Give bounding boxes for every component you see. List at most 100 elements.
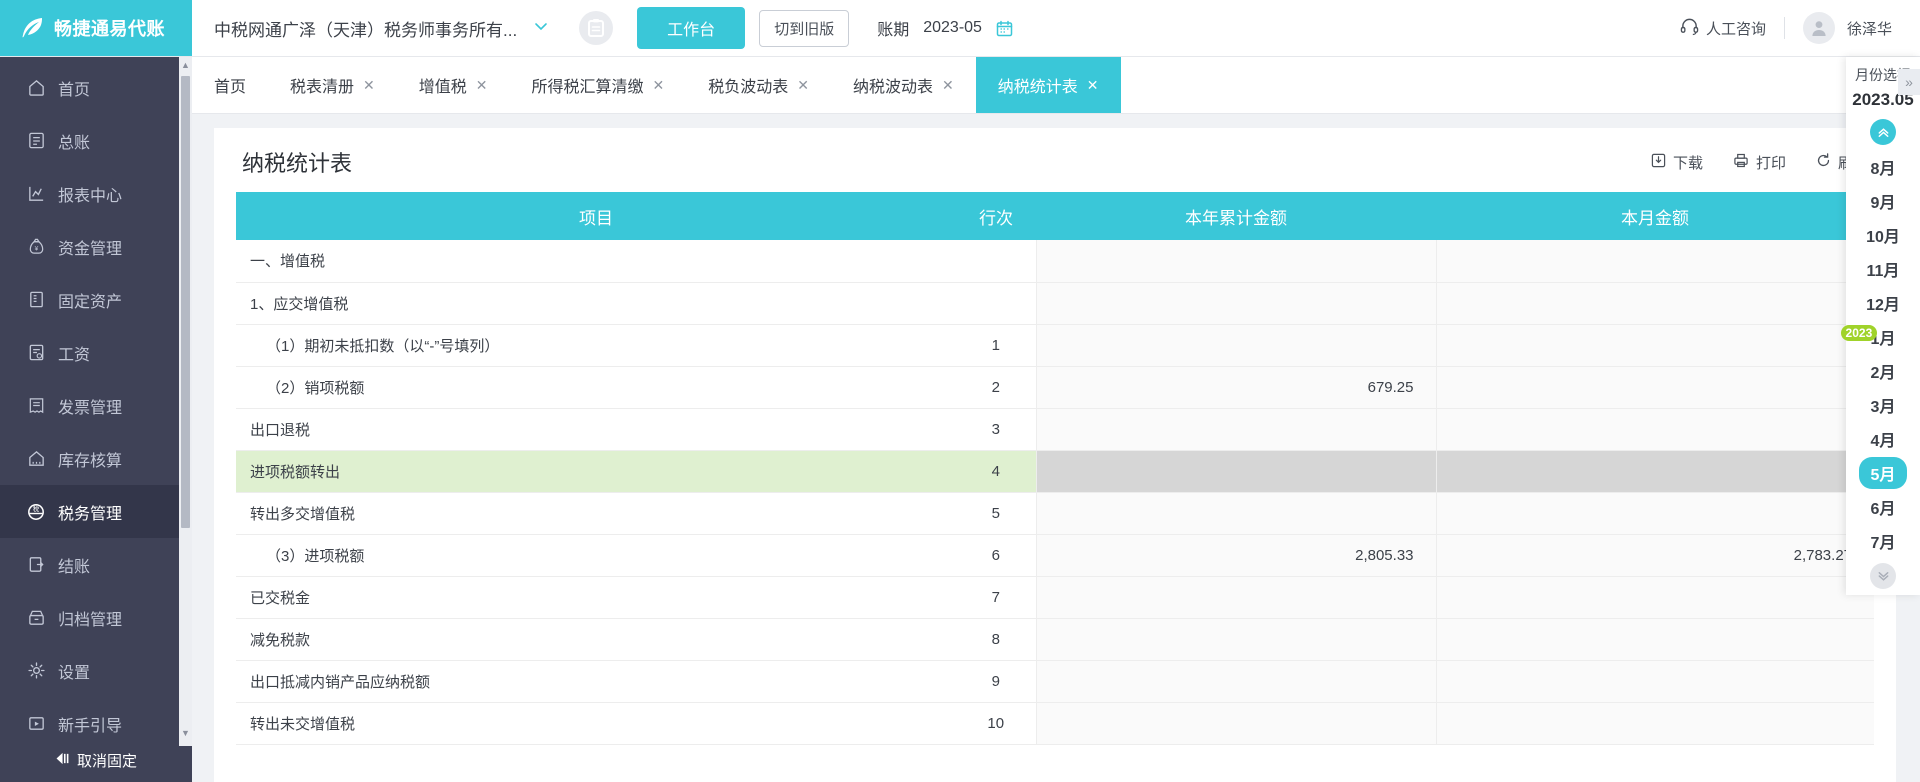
- cell-item: （3）进项税额: [236, 534, 956, 577]
- table-row[interactable]: 1、应交增值税: [236, 282, 1874, 325]
- cell-ytd: [1035, 240, 1436, 283]
- money-bag-icon: ¥: [26, 237, 46, 257]
- month-option-4[interactable]: 4月: [1870, 433, 1896, 450]
- cell-mtd: [1435, 492, 1874, 535]
- table-row-highlighted[interactable]: 进项税额转出 4: [236, 450, 1874, 493]
- company-name[interactable]: 中税网通广泽（天津）税务师事务所有...: [214, 20, 518, 40]
- cell-ytd: 679.25: [1035, 366, 1436, 409]
- tab-tax-statistics[interactable]: 纳税统计表 ✕: [975, 57, 1121, 113]
- cell-mtd: [1435, 618, 1874, 661]
- caret-down-icon[interactable]: ▼: [181, 728, 190, 738]
- guide-icon: [26, 714, 46, 734]
- period-value[interactable]: 2023-05: [923, 19, 982, 36]
- clipboard-icon[interactable]: [579, 11, 614, 45]
- month-option-2[interactable]: 2月: [1870, 365, 1896, 382]
- cell-row-no: 4: [956, 450, 1036, 493]
- table-row[interactable]: 出口抵减内销产品应纳税额 9: [236, 660, 1874, 703]
- cell-item: 出口抵减内销产品应纳税额: [236, 660, 956, 703]
- table-row[interactable]: 已交税金 7: [236, 576, 1874, 619]
- sidebar-item-general-ledger[interactable]: 总账: [0, 114, 192, 167]
- close-book-icon: [26, 555, 46, 575]
- month-option-10[interactable]: 10月: [1866, 229, 1900, 246]
- building-icon: [26, 290, 46, 310]
- sidebar-item-inventory-accounting[interactable]: 库存核算: [0, 432, 192, 485]
- chevron-down-icon[interactable]: [533, 18, 549, 38]
- month-option-7[interactable]: 7月: [1870, 535, 1896, 552]
- top-bar-right: 人工咨询 徐泽华: [1680, 0, 1920, 56]
- month-option-8[interactable]: 8月: [1870, 161, 1896, 178]
- calendar-icon[interactable]: [996, 20, 1013, 37]
- download-button[interactable]: 下载: [1651, 152, 1703, 173]
- tab-list: 首页 税表清册 ✕ 增值税 ✕ 所得税汇算清缴 ✕ 税负波动表 ✕: [192, 57, 1840, 113]
- sidebar-item-label: 发票管理: [58, 399, 123, 417]
- tab-tax-payment-fluctuation[interactable]: 纳税波动表 ✕: [831, 57, 976, 113]
- column-header-month-amount: 本月金额: [1436, 192, 1874, 240]
- unpin-icon: [55, 752, 72, 769]
- switch-old-version-button[interactable]: 切到旧版: [759, 9, 850, 47]
- support-button[interactable]: 人工咨询: [1680, 17, 1766, 40]
- tab-tax-burden-fluctuation[interactable]: 税负波动表 ✕: [686, 57, 831, 113]
- month-option-12[interactable]: 12月: [1866, 297, 1900, 314]
- user-avatar-icon[interactable]: [1802, 12, 1835, 44]
- tab-close-icon[interactable]: ✕: [1086, 76, 1099, 93]
- caret-up-icon[interactable]: ▲: [181, 60, 190, 70]
- table-row[interactable]: （2）销项税额 2 679.25: [236, 366, 1874, 409]
- month-picker-panel: 月份选择 2023.05 8月 9月 10月 11月 12月 2023 1月 2…: [1840, 57, 1920, 595]
- brand-name: 畅捷通易代账: [54, 19, 165, 39]
- sidebar-item-invoice-management[interactable]: 发票管理: [0, 379, 192, 432]
- sidebar-item-label: 首页: [58, 81, 91, 99]
- sidebar-item-closing[interactable]: 结账: [0, 538, 192, 591]
- table-row[interactable]: 一、增值税: [236, 240, 1874, 283]
- tab-close-icon[interactable]: ✕: [363, 76, 375, 93]
- sidebar-item-tax-management[interactable]: 税 税务管理: [0, 485, 192, 538]
- cell-row-no: 1: [956, 324, 1036, 367]
- cell-row-no: [956, 240, 1036, 283]
- sidebar-scrollbar[interactable]: ▲ ▼: [179, 57, 192, 746]
- cell-mtd: [1435, 576, 1874, 619]
- tab-bar: 首页 税表清册 ✕ 增值税 ✕ 所得税汇算清缴 ✕ 税负波动表 ✕: [192, 57, 1920, 114]
- tab-label: 增值税: [418, 79, 467, 96]
- cell-ytd: [1035, 324, 1436, 367]
- chevrons-down-icon[interactable]: [1870, 563, 1896, 589]
- column-header-ytd-amount: 本年累计金额: [1036, 192, 1436, 240]
- print-button[interactable]: 打印: [1733, 152, 1786, 173]
- table-row[interactable]: 转出多交增值税 5: [236, 492, 1874, 535]
- month-option-1[interactable]: 2023 1月: [1840, 321, 1908, 353]
- table-row[interactable]: 出口退税 3: [236, 408, 1874, 451]
- unpin-sidebar-button[interactable]: 取消固定: [0, 738, 192, 782]
- brand-logo-area[interactable]: 畅捷通易代账: [0, 0, 192, 56]
- sidebar-item-home[interactable]: 首页: [0, 61, 192, 114]
- tab-close-icon[interactable]: ✕: [475, 76, 488, 93]
- tab-close-icon[interactable]: ✕: [797, 76, 810, 93]
- month-option-9[interactable]: 9月: [1870, 195, 1896, 212]
- table-row[interactable]: （3）进项税额 6 2,805.33 2,783.27: [236, 534, 1874, 577]
- tab-close-icon[interactable]: ✕: [652, 76, 665, 93]
- chevron-right-double-icon[interactable]: »: [1898, 69, 1920, 95]
- tab-vat[interactable]: 增值税 ✕: [397, 57, 510, 113]
- workbench-button[interactable]: 工作台: [637, 7, 746, 49]
- month-option-5[interactable]: 5月: [1858, 457, 1908, 489]
- table-row[interactable]: （1）期初未抵扣数（以“-”号填列） 1: [236, 324, 1874, 367]
- sidebar-item-report-center[interactable]: 报表中心: [0, 167, 192, 220]
- sidebar-scroll-thumb[interactable]: [181, 76, 190, 528]
- sidebar-item-fund-management[interactable]: ¥ 资金管理: [0, 220, 192, 273]
- sidebar-item-payroll[interactable]: 工资: [0, 326, 192, 379]
- month-option-3[interactable]: 3月: [1870, 399, 1896, 416]
- month-option-11[interactable]: 11月: [1866, 263, 1900, 280]
- tab-close-icon[interactable]: ✕: [942, 76, 954, 93]
- sidebar-item-fixed-assets[interactable]: 固定资产: [0, 273, 192, 326]
- user-name[interactable]: 徐泽华: [1846, 20, 1892, 38]
- sidebar-item-settings[interactable]: 设置: [0, 644, 192, 697]
- tab-home[interactable]: 首页: [192, 57, 268, 113]
- month-option-6[interactable]: 6月: [1870, 501, 1896, 518]
- table-row[interactable]: 减免税款 8: [236, 618, 1874, 661]
- sidebar-item-beginner-guide[interactable]: 新手引导: [0, 697, 192, 738]
- sidebar-item-archive-management[interactable]: 归档管理: [0, 591, 192, 644]
- tab-income-tax-settlement[interactable]: 所得税汇算清缴 ✕: [510, 57, 687, 113]
- action-label: 打印: [1755, 154, 1786, 172]
- tab-tax-form-list[interactable]: 税表清册 ✕: [268, 57, 397, 113]
- home-icon: [26, 78, 46, 98]
- tab-label: 纳税统计表: [997, 79, 1078, 96]
- chevrons-up-icon[interactable]: [1870, 119, 1896, 145]
- table-row[interactable]: 转出未交增值税 10: [236, 702, 1874, 745]
